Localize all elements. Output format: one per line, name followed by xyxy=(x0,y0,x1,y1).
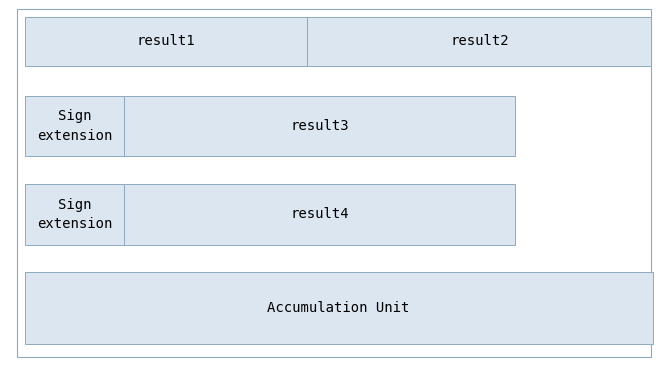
FancyBboxPatch shape xyxy=(307,17,651,66)
Text: Sign
extension: Sign extension xyxy=(37,109,112,143)
Text: result4: result4 xyxy=(290,207,349,222)
Text: Accumulation Unit: Accumulation Unit xyxy=(268,301,410,315)
FancyBboxPatch shape xyxy=(25,272,653,344)
FancyBboxPatch shape xyxy=(124,184,515,245)
Text: Sign
extension: Sign extension xyxy=(37,198,112,231)
FancyBboxPatch shape xyxy=(25,96,124,156)
FancyBboxPatch shape xyxy=(17,9,651,357)
FancyBboxPatch shape xyxy=(124,96,515,156)
FancyBboxPatch shape xyxy=(25,17,307,66)
Text: result2: result2 xyxy=(450,34,509,49)
Text: result3: result3 xyxy=(290,119,349,133)
FancyBboxPatch shape xyxy=(25,184,124,245)
Text: result1: result1 xyxy=(137,34,195,49)
